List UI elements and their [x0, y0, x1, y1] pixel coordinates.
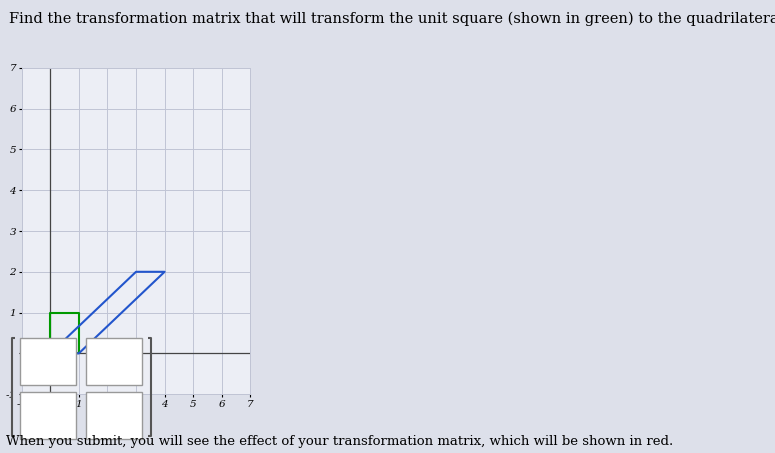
FancyBboxPatch shape [86, 338, 143, 385]
FancyBboxPatch shape [20, 338, 76, 385]
FancyBboxPatch shape [20, 392, 76, 439]
FancyBboxPatch shape [86, 392, 143, 439]
Text: When you submit, you will see the effect of your transformation matrix, which wi: When you submit, you will see the effect… [6, 435, 673, 448]
Text: Find the transformation matrix that will transform the unit square (shown in gre: Find the transformation matrix that will… [9, 11, 775, 26]
